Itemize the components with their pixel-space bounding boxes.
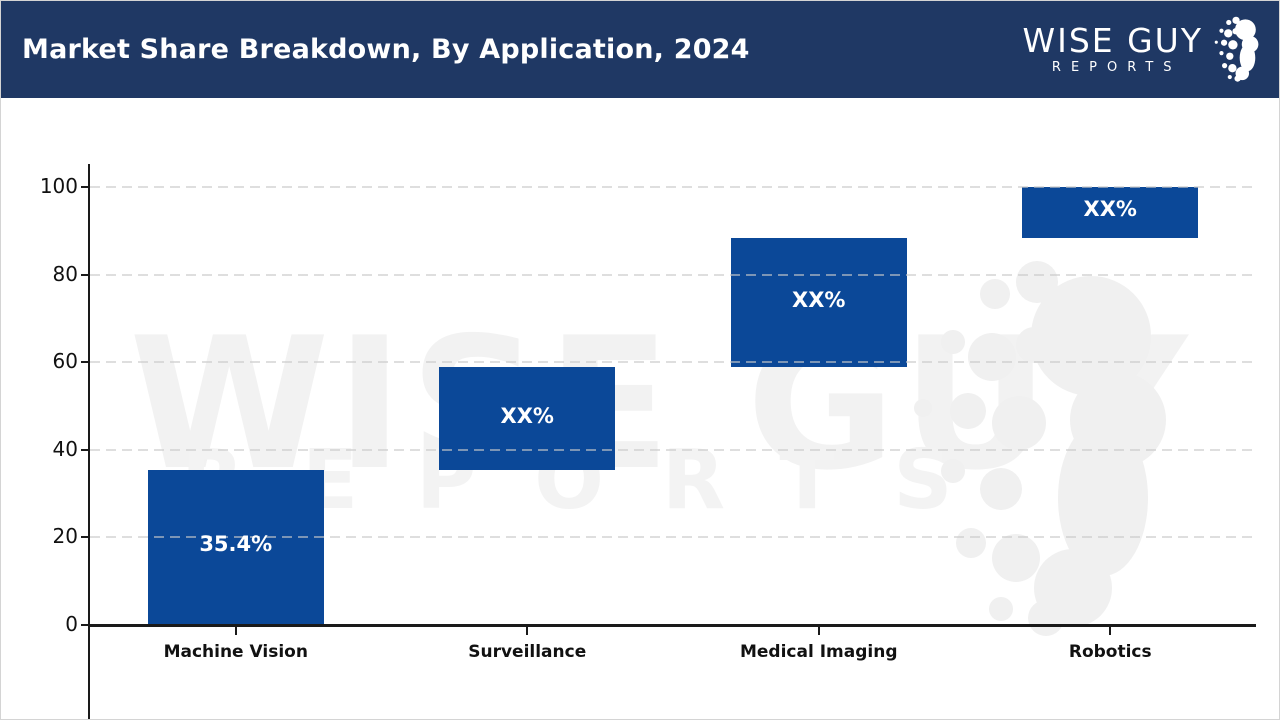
y-tick-label-0: 0 [65,612,78,636]
x-category-label: Machine Vision [163,642,308,662]
y-tick-label-80: 80 [52,261,78,286]
y-tick-0 [81,624,89,626]
gridline-100 [90,186,1256,188]
bar-value-label: 35.4% [199,532,273,557]
dotted-head-profile-icon [1214,16,1259,82]
y-axis-line [88,164,90,719]
x-category-label: Medical Imaging [739,642,898,662]
plot-area: WISE GUY REPORTS [1,98,1279,719]
x-tick-3 [1109,627,1112,635]
y-tick-80 [81,273,89,276]
wise-guy-logo: WISE GUY REPORTS [1022,13,1261,87]
y-tick-label-60: 60 [52,349,78,374]
y-tick-60 [81,361,89,364]
y-tick-label-20: 20 [52,524,78,549]
y-tick-40 [81,448,89,451]
gridline-60 [90,361,1256,364]
x-tick-1 [526,627,529,635]
bar-machine-vision [147,469,324,625]
bar-value-label: XX% [1083,197,1137,222]
logo-wordmark: WISE GUY REPORTS [1022,20,1203,76]
x-tick-0 [234,627,237,635]
chart-title: Market Share Breakdown, By Application, … [22,34,750,65]
watermark-head-icon [914,261,1166,636]
gridline-40 [90,448,1256,451]
y-tick-label-100: 100 [39,174,78,198]
bar-medical-imaging [730,237,907,368]
bar-value-label: XX% [792,287,846,312]
y-tick-20 [81,536,89,539]
logo-wordmark-line1: WISE GUY [1022,20,1203,60]
gridline-20 [90,536,1256,539]
x-category-label: Surveillance [468,642,587,662]
header-bar: Market Share Breakdown, By Application, … [1,1,1279,98]
bar-surveillance [439,367,616,470]
x-axis-line [88,624,1256,627]
logo-wordmark-line2: REPORTS [1051,60,1182,76]
bar-robotics [1022,187,1199,238]
y-tick-100 [81,186,89,188]
gridline-80 [90,273,1256,276]
bar-value-label: XX% [500,403,554,428]
x-tick-2 [817,627,820,635]
y-tick-label-40: 40 [52,436,78,461]
x-category-label: Robotics [1068,642,1152,662]
